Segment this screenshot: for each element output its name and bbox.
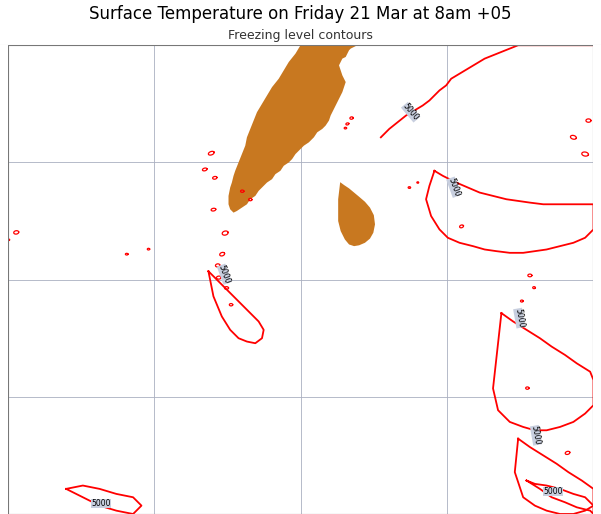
Polygon shape [338, 182, 375, 246]
Text: Surface Temperature on Friday 21 Mar at 8am +05: Surface Temperature on Friday 21 Mar at … [90, 6, 511, 24]
Text: 5000: 5000 [446, 176, 462, 198]
Text: 5000: 5000 [217, 264, 232, 285]
Text: Freezing level contours: Freezing level contours [228, 29, 373, 42]
Text: 5000: 5000 [513, 308, 525, 328]
Text: 5000: 5000 [543, 487, 563, 496]
Text: 5000: 5000 [91, 499, 111, 508]
Text: 5000: 5000 [401, 102, 420, 122]
Text: 5000: 5000 [530, 425, 542, 446]
Polygon shape [228, 45, 484, 213]
